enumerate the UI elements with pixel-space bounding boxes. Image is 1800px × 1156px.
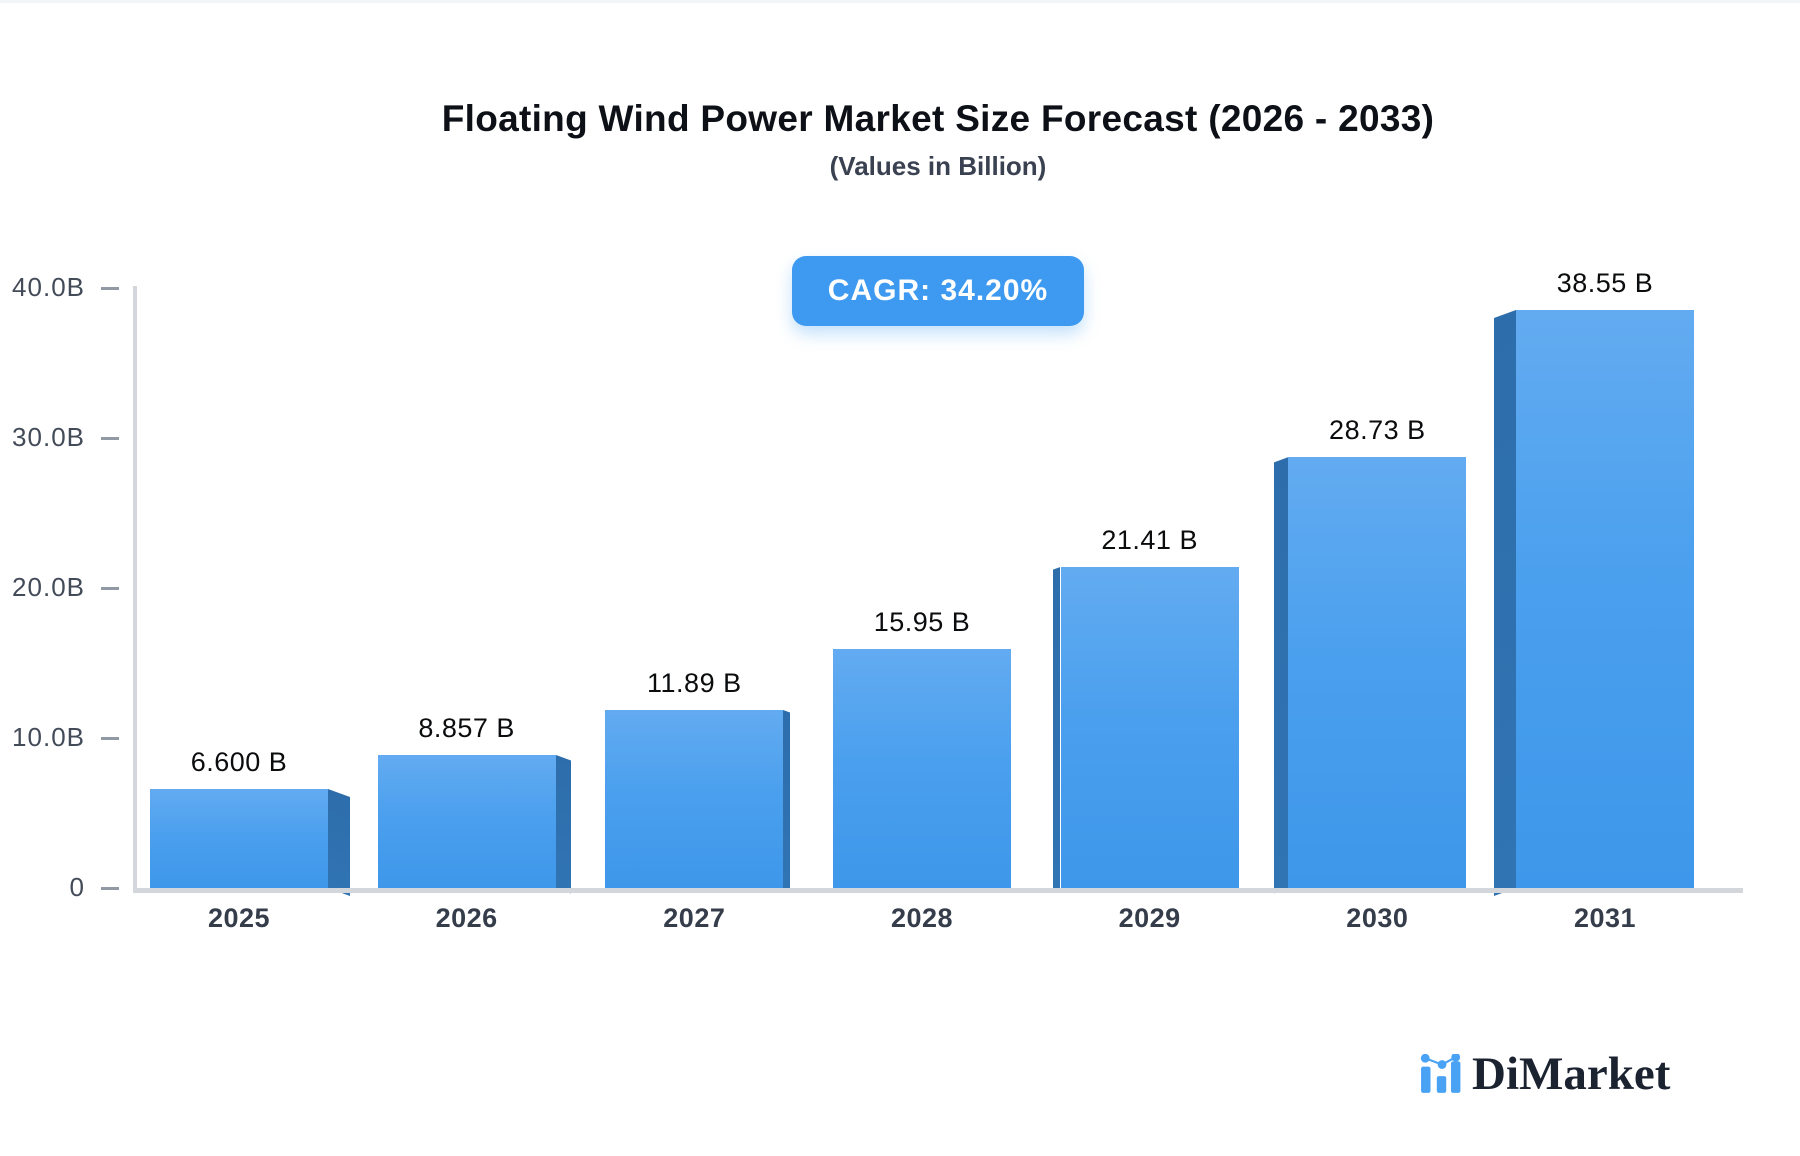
x-tick-label: 2027: [663, 903, 726, 933]
brand-name: DiMarket: [1472, 1048, 1671, 1100]
bar-2027: [605, 709, 784, 888]
bar-value-label: 21.41 B: [1101, 524, 1198, 555]
y-tick-label: 10.0B: [12, 722, 85, 752]
y-tick-label: 0: [69, 872, 85, 902]
cagr-badge-band: CAGR: 34.20%: [133, 256, 1743, 326]
bar-value-label: 28.73 B: [1329, 415, 1426, 446]
x-tick-label: 2031: [1573, 903, 1637, 933]
bar-3d-side: [1053, 566, 1061, 891]
bar-3d-side: [783, 709, 791, 891]
brand-logo: DiMarket: [1420, 1047, 1670, 1101]
x-axis-line: [133, 888, 1743, 893]
bar-2030: [1288, 457, 1467, 888]
bar-2025: [150, 789, 328, 888]
y-tick-mark: [101, 286, 119, 290]
x-tick-label: 2030: [1346, 903, 1409, 933]
bar-3d-side: [328, 789, 350, 897]
bar-chart-logo-icon: [1420, 1054, 1461, 1093]
chart-card: Floating Wind Power Market Size Forecast…: [0, 3, 1800, 1156]
chart-subtitle: (Values in Billion): [829, 151, 1047, 181]
bar-3d-side: [1494, 309, 1516, 897]
cagr-badge: CAGR: 34.20%: [791, 256, 1085, 326]
y-tick-mark: [101, 886, 119, 890]
bar-2026: [377, 755, 556, 888]
x-tick-label: 2028: [890, 903, 954, 933]
chart-title: Floating Wind Power Market Size Forecast…: [441, 98, 1435, 139]
bar-2028: [833, 648, 1011, 888]
y-tick-mark: [101, 736, 119, 740]
bar-value-label: 8.857 B: [418, 713, 515, 744]
y-tick-mark: [101, 436, 119, 440]
y-tick-label: 20.0B: [12, 572, 85, 602]
y-tick-label: 40.0B: [12, 272, 85, 302]
bar-3d-side: [555, 755, 571, 894]
bar-value-label: 11.89 B: [647, 667, 742, 698]
x-tick-label: 2026: [435, 903, 498, 933]
y-tick-mark: [101, 586, 119, 590]
bar-3d-side: [1273, 457, 1289, 894]
bar-value-label: 38.55 B: [1556, 267, 1654, 298]
x-tick-label: 2025: [207, 903, 271, 933]
bar-value-label: 15.95 B: [873, 606, 971, 637]
bar-value-label: 6.600 B: [190, 747, 288, 777]
x-tick-label: 2029: [1118, 903, 1181, 933]
y-tick-label: 30.0B: [12, 422, 85, 452]
bar-2031: [1516, 309, 1695, 888]
bar-2029: [1060, 566, 1239, 888]
y-axis-line: [133, 286, 137, 893]
